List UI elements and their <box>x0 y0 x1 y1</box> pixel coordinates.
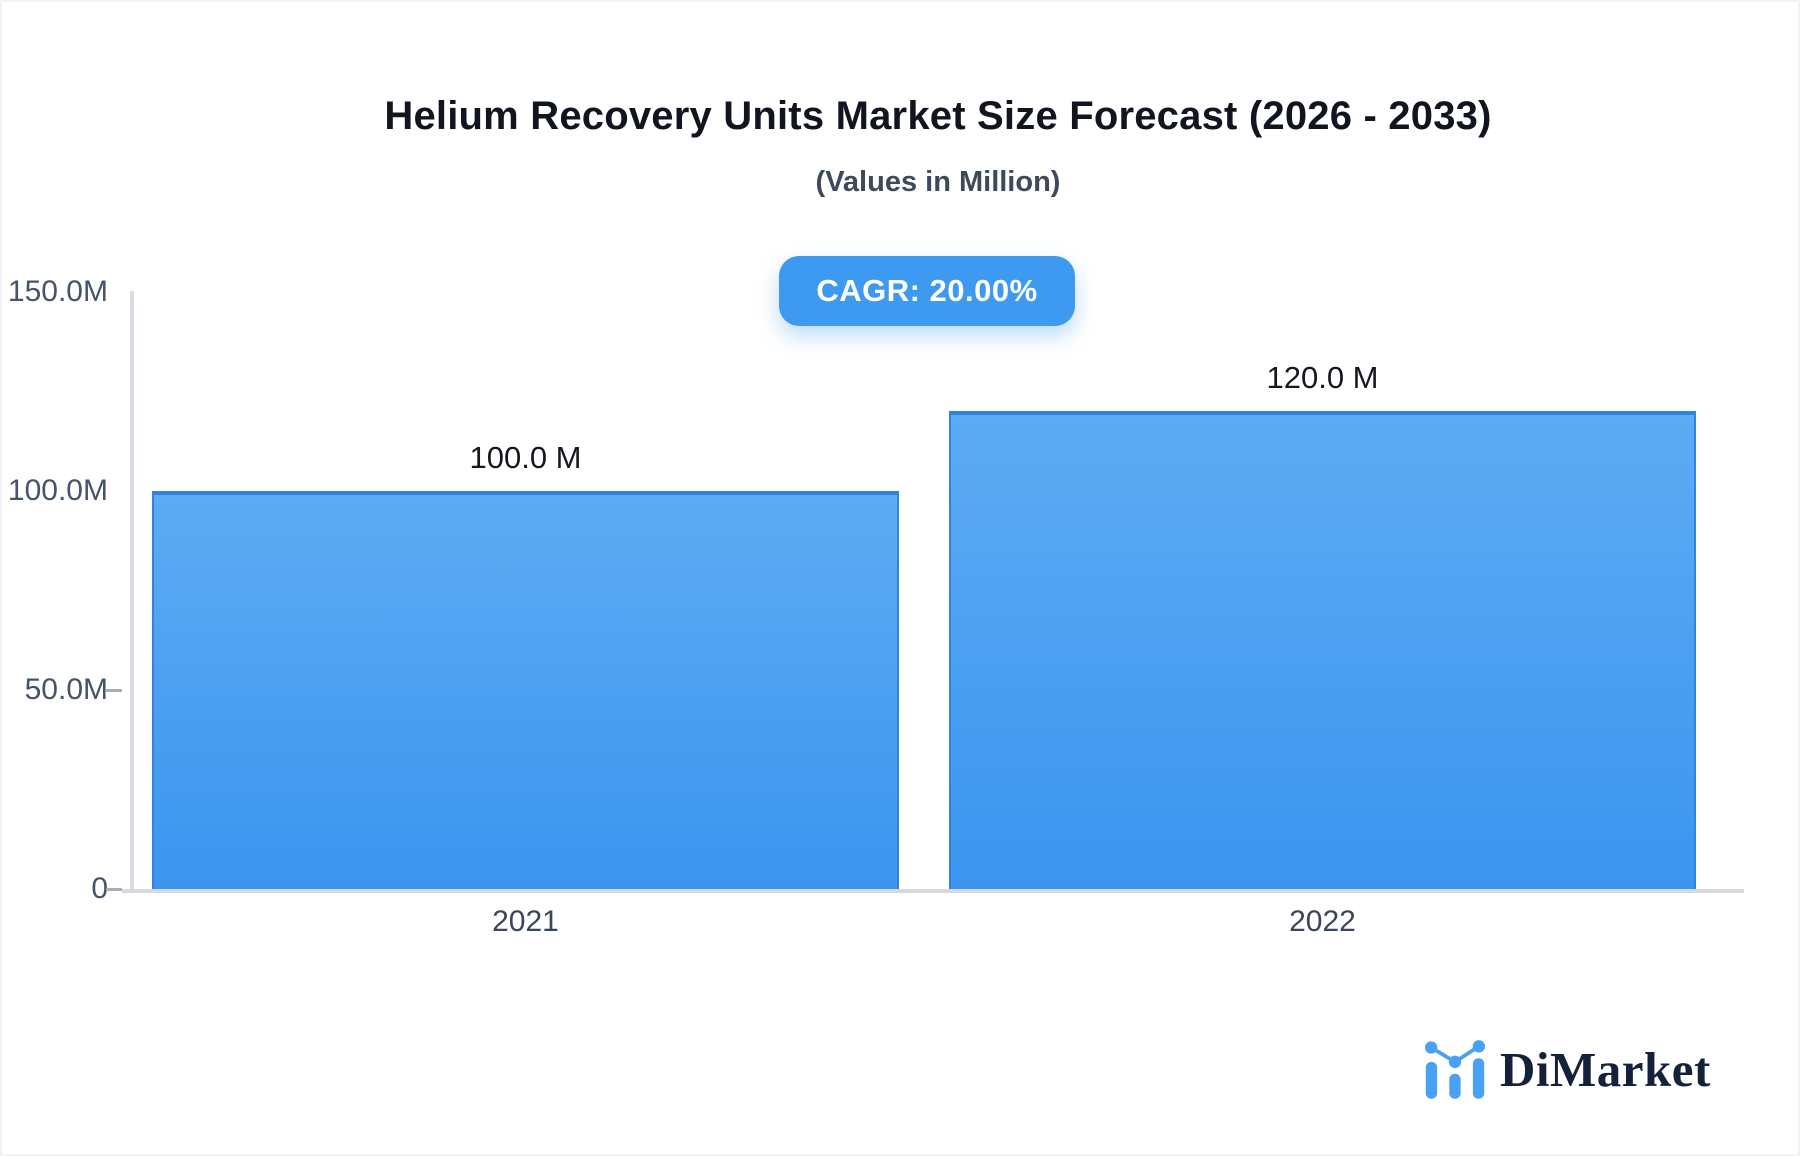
dimarket-logo-text: DiMarket <box>1500 1041 1711 1097</box>
x-axis-label-2022: 2022 <box>1289 905 1356 938</box>
y-axis-label-50.0M: 50.0M <box>24 673 108 706</box>
cagr-badge: CAGR: 20.00% <box>779 256 1075 326</box>
y-tick-mark <box>106 688 122 692</box>
y-axis-label-100.0M: 100.0M <box>7 474 108 507</box>
chart-subtitle: (Values in Million) <box>815 166 1061 198</box>
x-axis-line <box>122 889 1744 893</box>
y-axis-label-150.0M: 150.0M <box>7 275 108 308</box>
bar-2021[interactable] <box>152 491 899 889</box>
chart-title: Helium Recovery Units Market Size Foreca… <box>384 94 1492 138</box>
y-axis-line <box>130 291 134 893</box>
bar-value-label-2022: 120.0 M <box>1266 360 1379 396</box>
dimarket-logo[interactable]: DiMarket <box>1424 1038 1711 1100</box>
x-axis-label-2021: 2021 <box>492 905 559 938</box>
y-axis-label-0: 0 <box>91 872 108 905</box>
bar-value-label-2021: 100.0 M <box>469 440 582 475</box>
y-tick-mark <box>106 887 122 891</box>
bar-chart-with-trend-icon <box>1424 1040 1486 1099</box>
cagr-badge-label: CAGR: 20.00% <box>816 273 1038 308</box>
bar-2022[interactable] <box>949 411 1696 889</box>
